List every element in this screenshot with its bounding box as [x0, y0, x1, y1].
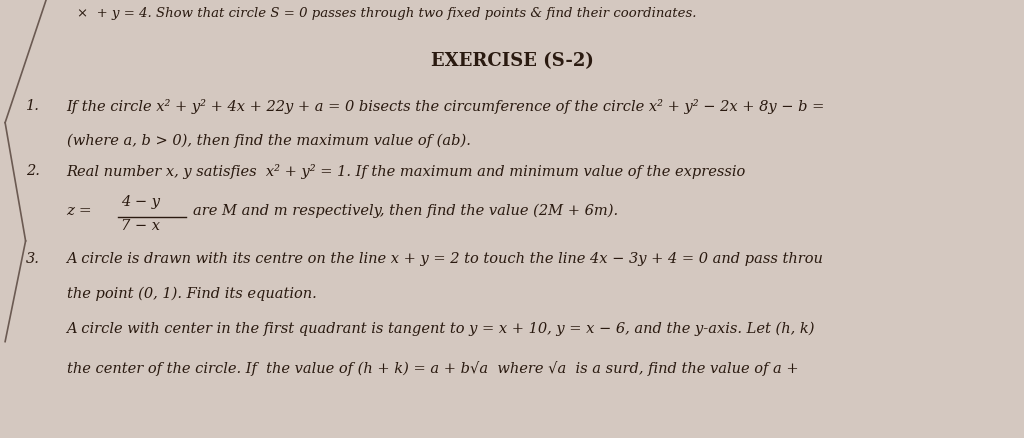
Text: 1.: 1. [26, 99, 40, 113]
Text: A circle with center in the first quadrant is tangent to y = x + 10, y = x − 6, : A circle with center in the first quadra… [67, 322, 815, 336]
Text: the center of the circle. If  the value of (h + k) = a + b√a  where √a  is a sur: the center of the circle. If the value o… [67, 361, 798, 376]
Text: EXERCISE (S-2): EXERCISE (S-2) [430, 53, 594, 71]
Text: Real number x, y satisfies  x² + y² = 1. If the maximum and minimum value of the: Real number x, y satisfies x² + y² = 1. … [67, 164, 745, 179]
Text: are M and m respectively, then find the value (2M + 6m).: are M and m respectively, then find the … [193, 204, 617, 218]
Text: 3.: 3. [26, 252, 40, 266]
Text: 7 − x: 7 − x [121, 219, 160, 233]
Text: (where a, b > 0), then find the maximum value of (ab).: (where a, b > 0), then find the maximum … [67, 134, 470, 148]
Text: A circle is drawn with its centre on the line x + y = 2 to touch the line 4x − 3: A circle is drawn with its centre on the… [67, 252, 823, 266]
Text: If the circle x² + y² + 4x + 22y + a = 0 bisects the circumference of the circle: If the circle x² + y² + 4x + 22y + a = 0… [67, 99, 825, 113]
Text: 2.: 2. [26, 164, 40, 178]
Text: the point (0, 1). Find its equation.: the point (0, 1). Find its equation. [67, 287, 316, 301]
Text: z =: z = [67, 204, 92, 218]
Text: 4 − y: 4 − y [121, 195, 160, 209]
Text: ×  + y = 4. Show that circle S = 0 passes through two fixed points & find their : × + y = 4. Show that circle S = 0 passes… [77, 7, 696, 20]
